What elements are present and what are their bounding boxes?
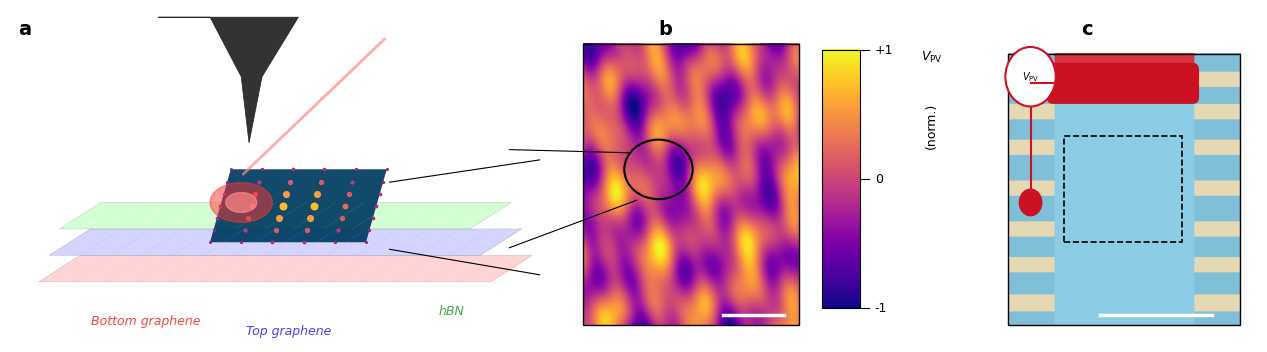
Bar	[1009, 54, 1240, 325]
Circle shape	[226, 193, 257, 212]
Circle shape	[1020, 189, 1041, 216]
Text: 0: 0	[874, 173, 883, 186]
Polygon shape	[49, 229, 522, 256]
Text: $V_\mathrm{PV}$: $V_\mathrm{PV}$	[921, 50, 943, 65]
Polygon shape	[158, 17, 298, 143]
Polygon shape	[38, 256, 532, 282]
Bar	[583, 44, 799, 325]
Text: -1: -1	[874, 302, 887, 315]
Polygon shape	[60, 202, 512, 229]
Polygon shape	[210, 169, 386, 242]
Text: a: a	[18, 20, 30, 39]
Text: Bottom graphene: Bottom graphene	[90, 315, 200, 328]
Circle shape	[210, 183, 272, 222]
Bar	[1064, 136, 1182, 242]
Text: hBN: hBN	[438, 305, 465, 318]
Text: $V_\mathrm{PV}$: $V_\mathrm{PV}$	[1022, 70, 1039, 84]
Bar	[822, 50, 860, 308]
Polygon shape	[210, 169, 386, 242]
Circle shape	[1006, 47, 1055, 107]
FancyBboxPatch shape	[1048, 63, 1199, 103]
Text: c: c	[1081, 20, 1092, 39]
Text: +1: +1	[874, 44, 893, 57]
Text: (norm.): (norm.)	[925, 103, 939, 150]
Text: b: b	[659, 20, 673, 39]
Text: Top graphene: Top graphene	[246, 325, 332, 338]
